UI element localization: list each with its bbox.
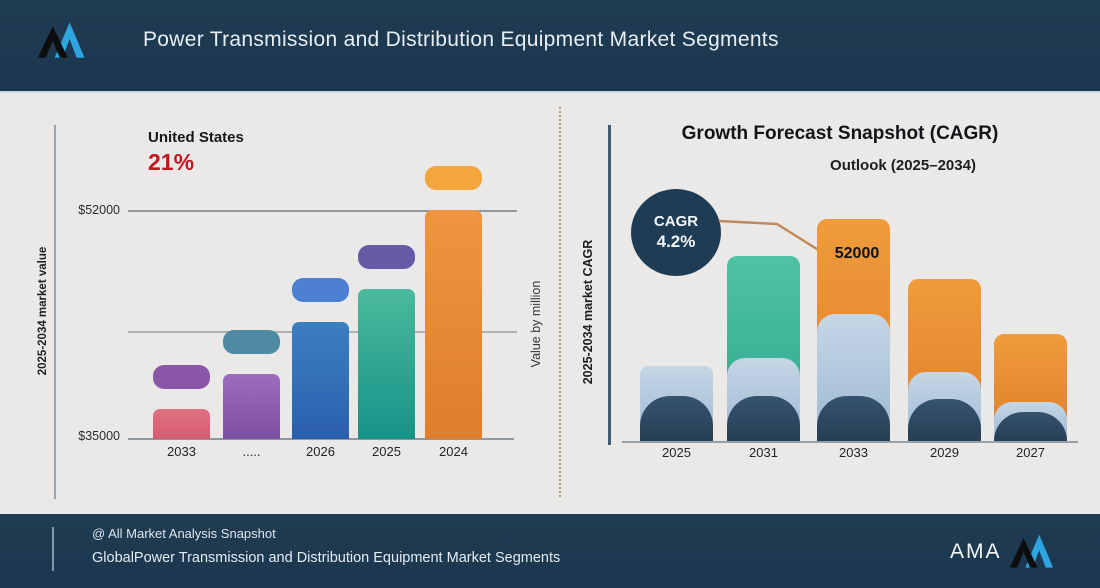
cagr-bar-base-segment-2031 bbox=[727, 396, 800, 441]
cagr-bar-2031 bbox=[727, 256, 800, 441]
cagr-x-tick-2031: 2031 bbox=[749, 445, 778, 460]
left-y-axis-line bbox=[54, 125, 56, 499]
us-bar-2025 bbox=[358, 289, 415, 439]
right-y-axis-line bbox=[608, 125, 611, 445]
left-chart-region-label: United States bbox=[148, 129, 244, 146]
us-x-tick-.....: ..... bbox=[242, 444, 261, 459]
bar-value-callout: 52000 bbox=[834, 245, 880, 262]
us-bar-..... bbox=[223, 374, 280, 439]
cagr-bar-base-segment-2033 bbox=[817, 396, 890, 441]
cagr-bar-base-segment-2029 bbox=[908, 399, 981, 441]
us-bar-2033 bbox=[153, 409, 210, 439]
us-x-tick-2026: 2026 bbox=[306, 444, 335, 459]
us-x-tick-2033: 2033 bbox=[167, 444, 196, 459]
right-chart-title: Growth Forecast Snapshot (CAGR) bbox=[681, 123, 999, 144]
left-gridline-52000 bbox=[128, 210, 517, 212]
left-chart-highlight-percent: 21% bbox=[148, 149, 195, 175]
right-y-axis-label: 2025-2034 market CAGR bbox=[581, 239, 595, 385]
left-y-tick-35000: $35000 bbox=[78, 429, 120, 443]
us-bar-2024 bbox=[425, 210, 482, 439]
header-band: Power Transmission and Distribution Equi… bbox=[0, 0, 1100, 91]
right-x-axis-line bbox=[622, 441, 1078, 443]
cagr-x-tick-2025: 2025 bbox=[662, 445, 691, 460]
us-bar-cap-2025 bbox=[358, 245, 415, 269]
cagr-x-tick-2027: 2027 bbox=[1016, 445, 1045, 460]
cagr-bar-base-segment-2027 bbox=[994, 412, 1067, 441]
cagr-badge: CAGR 4.2% bbox=[631, 189, 721, 276]
us-bar-2026 bbox=[292, 322, 349, 439]
us-bar-cap-2024 bbox=[425, 166, 482, 190]
left-bar-plot bbox=[128, 93, 516, 439]
footer-credit-text: @ All Market Analysis Snapshot bbox=[92, 526, 276, 541]
us-x-tick-2025: 2025 bbox=[372, 444, 401, 459]
value-by-million-axis-label: Value by million bbox=[529, 280, 543, 368]
left-y-tick-52000: $52000 bbox=[78, 203, 120, 217]
cagr-x-tick-2033: 2033 bbox=[839, 445, 868, 460]
footer-ama-logo-icon bbox=[1009, 534, 1054, 568]
panel-divider-dotted-line bbox=[559, 107, 561, 497]
cagr-bar-2029 bbox=[908, 279, 981, 441]
cagr-bar-2025 bbox=[640, 366, 713, 441]
footer-report-title: GlobalPower Transmission and Distributio… bbox=[92, 550, 561, 566]
charts-area: United States 21% 2025-2034 market value… bbox=[0, 91, 1100, 514]
left-y-axis-label: 2025-2034 market value bbox=[37, 246, 49, 376]
cagr-badge-value: 4.2% bbox=[656, 232, 696, 252]
us-x-tick-2024: 2024 bbox=[439, 444, 468, 459]
footer-logo-text: AMA bbox=[950, 540, 1002, 563]
cagr-bar-2033 bbox=[817, 219, 890, 441]
ama-logo-icon bbox=[37, 22, 85, 58]
right-chart-subtitle: Outlook (2025–2034) bbox=[830, 157, 976, 174]
cagr-bar-2027 bbox=[994, 334, 1067, 441]
cagr-bar-base-segment-2025 bbox=[640, 396, 713, 441]
right-bar-plot bbox=[622, 93, 1078, 441]
us-bar-cap-2026 bbox=[292, 278, 349, 302]
us-bar-cap-..... bbox=[223, 330, 280, 354]
cagr-badge-title: CAGR bbox=[653, 212, 699, 230]
footer-divider-line bbox=[52, 527, 54, 571]
cagr-x-tick-2029: 2029 bbox=[930, 445, 959, 460]
cagr-connector-line bbox=[718, 219, 821, 253]
page-title: Power Transmission and Distribution Equi… bbox=[143, 28, 779, 51]
us-bar-cap-2033 bbox=[153, 365, 210, 389]
footer-band: @ All Market Analysis Snapshot GlobalPow… bbox=[0, 514, 1100, 588]
